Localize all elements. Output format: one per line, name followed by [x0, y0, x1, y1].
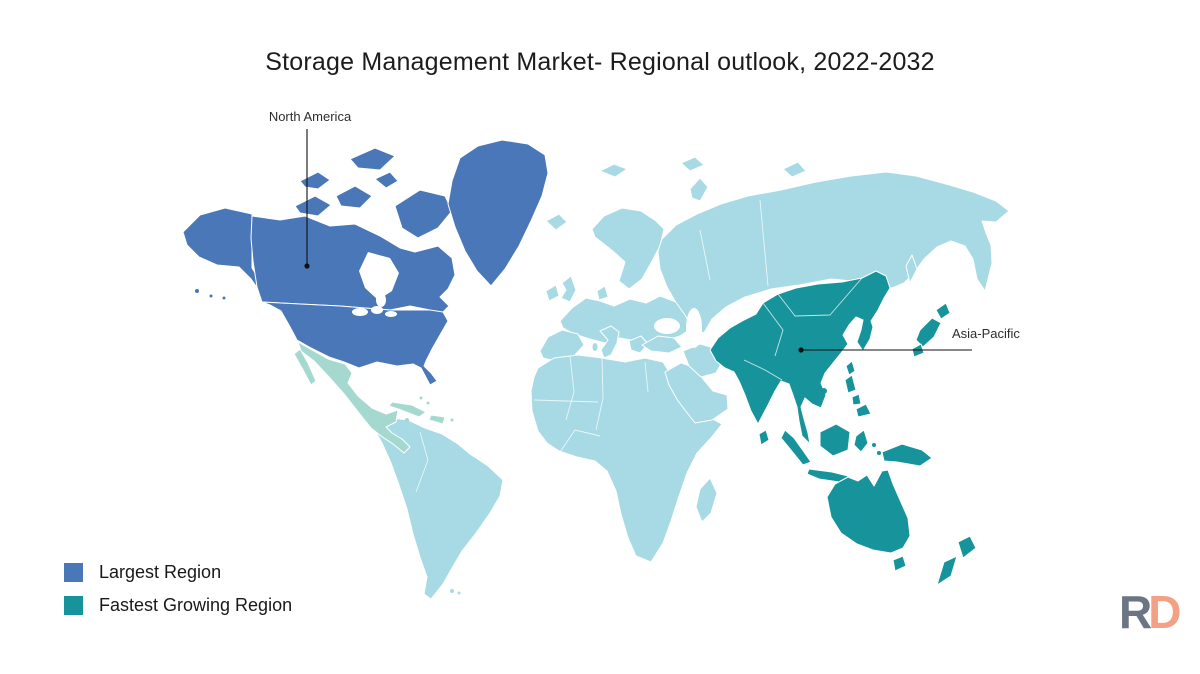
legend-label-fastest: Fastest Growing Region [99, 595, 293, 615]
chart-title: Storage Management Market- Regional outl… [265, 48, 935, 76]
sea-hudson-bay [359, 252, 399, 300]
lake-huron [371, 306, 383, 314]
island-sardinia [592, 343, 598, 351]
country-greece [628, 335, 649, 354]
island-bahamas [419, 396, 423, 400]
lake-superior [352, 308, 368, 316]
country-mexico [297, 341, 411, 454]
island-arctic-2 [335, 185, 373, 209]
island-hispaniola [428, 414, 446, 425]
lake-ontario [385, 311, 397, 317]
region-iberia [539, 329, 585, 362]
region-asia-mainland [709, 270, 891, 445]
legend-item-largest-region: Largest Region [64, 562, 292, 583]
island-jamaica [405, 418, 409, 422]
island-ellesmere [349, 147, 396, 171]
island-madagascar [695, 477, 718, 523]
island-svalbard [599, 163, 628, 178]
country-turkey [641, 335, 683, 354]
continent-africa [530, 354, 723, 563]
island-nz-south [936, 555, 958, 586]
country-ireland [545, 284, 560, 302]
island-arctic-4 [374, 171, 399, 189]
island-mindanao [855, 403, 872, 418]
logo-letter-d: D [1148, 586, 1181, 638]
region-rest-of-world [376, 156, 1010, 600]
region-baja-california [293, 348, 317, 386]
annotation-north-america: North America [269, 109, 352, 269]
island-sri-lanka [758, 429, 770, 446]
island-sulawesi [853, 429, 869, 453]
island-sakhalin [905, 254, 918, 284]
country-denmark [596, 285, 609, 301]
island-hainan [821, 388, 827, 394]
legend-swatch-fastest [64, 596, 83, 615]
region-central-america [293, 341, 454, 454]
country-uk [560, 275, 577, 303]
country-australia [826, 469, 911, 554]
island-arctic-3 [299, 171, 331, 190]
island-falkland-2 [457, 591, 461, 595]
island-tasmania [892, 555, 907, 572]
island-victoria [294, 195, 332, 217]
country-italy [599, 325, 620, 359]
sea-black-sea [654, 318, 680, 334]
region-north-america [182, 139, 549, 386]
island-moluccas-2 [877, 451, 881, 455]
island-borneo [819, 423, 851, 457]
country-greenland [447, 139, 549, 287]
region-scandinavia [591, 207, 665, 290]
island-moluccas [872, 443, 876, 447]
region-russia-central-asia [657, 171, 1010, 334]
legend: Largest Region Fastest Growing Region [64, 562, 292, 628]
country-usa [261, 301, 449, 386]
island-sumatra [780, 429, 812, 466]
island-novaya-zemlya [689, 177, 709, 202]
logo-letter-r: R [1119, 586, 1152, 638]
label-asia-pacific: Asia-Pacific [952, 326, 1020, 341]
island-hokkaido [935, 302, 951, 320]
region-asia-pacific [709, 270, 977, 586]
island-visayas [851, 393, 862, 406]
island-taiwan [845, 360, 856, 376]
island-honshu [915, 317, 942, 348]
country-iceland [545, 213, 568, 231]
leader-dot-north-america [304, 263, 310, 269]
island-aleutian [195, 289, 199, 293]
island-nz-north [957, 535, 977, 559]
sea-james-bay [376, 293, 386, 307]
leader-dot-asia-pacific [798, 347, 804, 353]
label-north-america: North America [269, 109, 352, 124]
island-puerto-rico [450, 418, 454, 422]
island-aleutian-2 [209, 294, 213, 298]
island-baffin [394, 189, 453, 239]
island-bahamas-2 [426, 401, 430, 405]
island-cuba [388, 401, 427, 418]
country-south-america [376, 417, 504, 600]
island-aleutian-3 [222, 296, 226, 300]
legend-item-fastest-growing-region: Fastest Growing Region [64, 595, 292, 616]
legend-swatch-largest [64, 563, 83, 582]
brand-logo: RD [1119, 586, 1182, 638]
legend-label-largest: Largest Region [99, 562, 222, 582]
annotation-asia-pacific: Asia-Pacific [798, 326, 1020, 353]
sea-caspian [686, 308, 702, 348]
island-luzon [844, 374, 857, 394]
island-new-guinea [881, 443, 933, 467]
island-falkland [450, 589, 454, 593]
island-franz-josef [680, 156, 705, 172]
country-borders [415, 199, 863, 493]
island-severnaya [782, 161, 807, 178]
